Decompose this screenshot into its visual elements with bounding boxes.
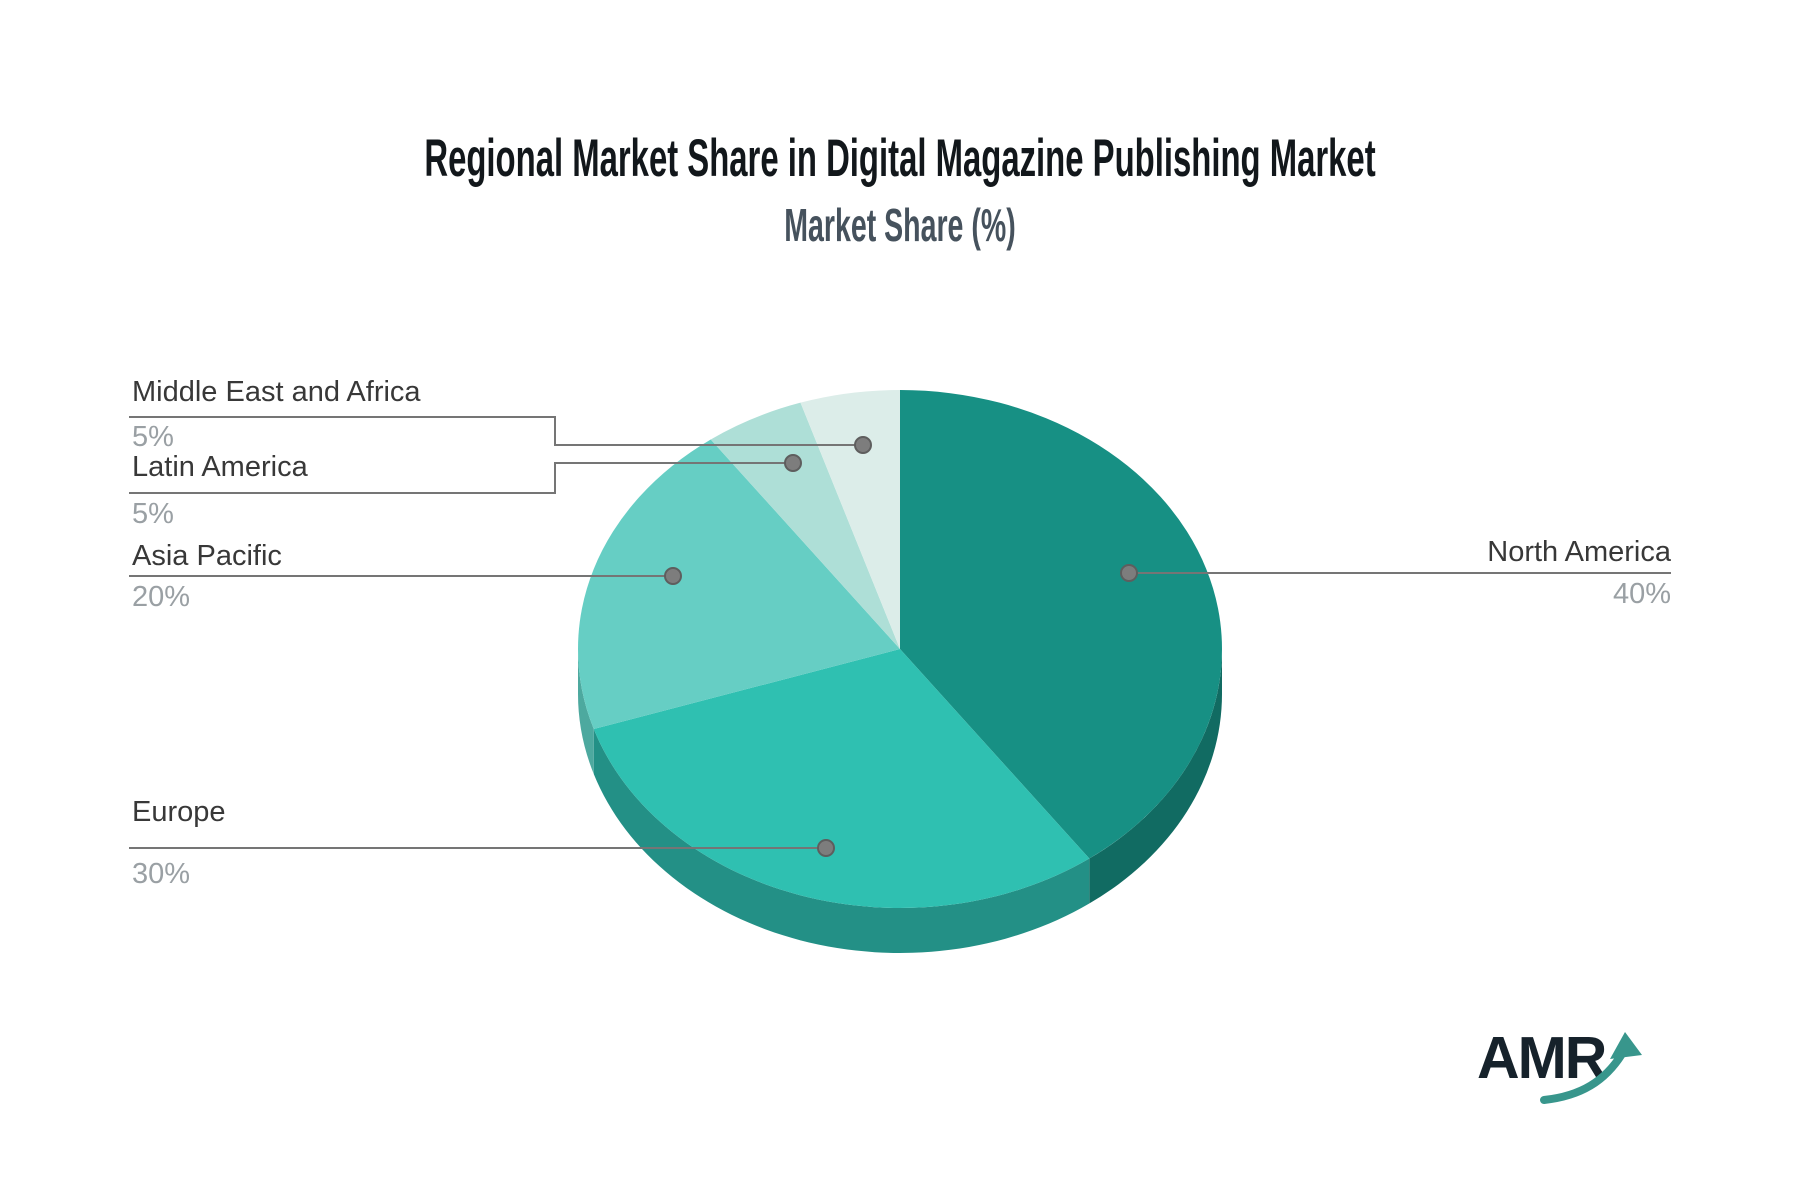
pie-slice-europe[interactable] bbox=[593, 649, 1090, 908]
amr-logo-arrow-icon bbox=[1540, 1032, 1642, 1104]
leader-line-latin-america bbox=[129, 462, 793, 494]
callout-europe-value: 30% bbox=[132, 858, 191, 890]
pie-slice-middle-east-and-africa[interactable] bbox=[800, 390, 900, 649]
pie-slice-latin-america[interactable] bbox=[710, 402, 900, 649]
callout-asia-pacific-label: Asia Pacific bbox=[132, 540, 282, 572]
leader-dot-asia-pacific bbox=[664, 567, 682, 585]
callout-north-america-value: 40% bbox=[1612, 578, 1671, 610]
amr-logo: AMR bbox=[1477, 1025, 1707, 1118]
chart-subtitle: Market Share (%) bbox=[784, 199, 1016, 251]
callout-north-america-label: North America bbox=[1487, 536, 1671, 568]
leader-dot-latin-america bbox=[784, 454, 802, 472]
amr-logo-text: AMR bbox=[1477, 1025, 1607, 1091]
leader-dot-europe bbox=[817, 839, 835, 857]
pie-slice-north-america[interactable] bbox=[900, 390, 1222, 859]
callout-latin-america-label: Latin America bbox=[132, 451, 308, 483]
callout-asia-pacific-value: 20% bbox=[132, 581, 191, 613]
pie-slice-depth-north-america bbox=[1089, 649, 1222, 904]
callout-middle-east-and-africa-label: Middle East and Africa bbox=[132, 376, 421, 408]
chart-title: Regional Market Share in Digital Magazin… bbox=[424, 129, 1376, 188]
callout-latin-america-value: 5% bbox=[132, 498, 174, 530]
leader-dot-middle-east-and-africa bbox=[854, 436, 872, 454]
leader-line-middle-east-and-africa bbox=[129, 416, 863, 446]
pie-slice-depth-europe bbox=[593, 729, 1090, 953]
callout-middle-east-and-africa-value: 5% bbox=[132, 421, 174, 453]
pie-slice-depth-asia-pacific bbox=[578, 649, 594, 775]
callout-europe-label: Europe bbox=[132, 796, 226, 828]
pie-slice-asia-pacific[interactable] bbox=[578, 439, 900, 730]
leader-dot-north-america bbox=[1120, 564, 1138, 582]
